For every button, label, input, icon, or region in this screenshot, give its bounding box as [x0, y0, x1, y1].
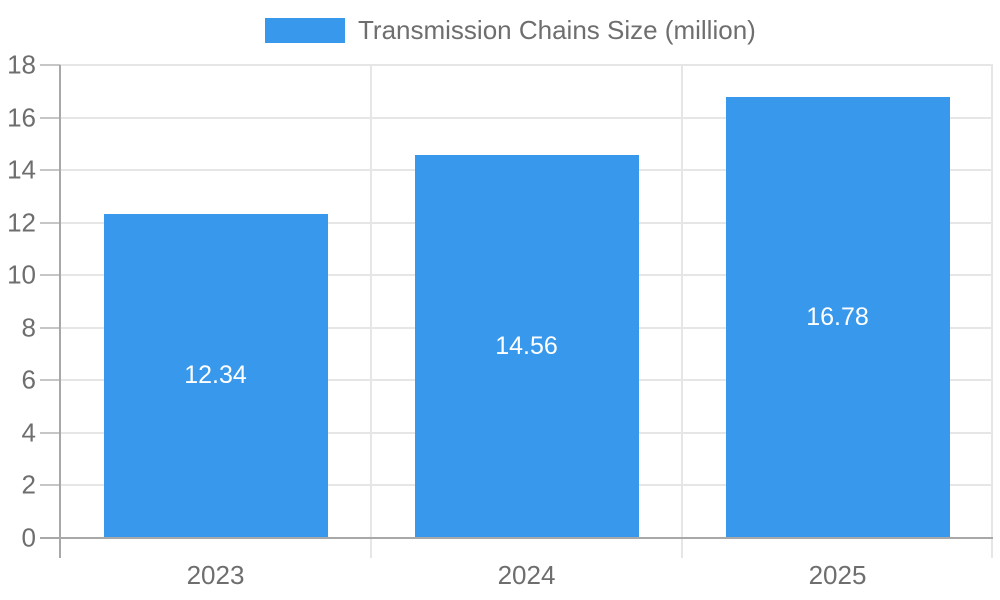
y-tick-mark [40, 431, 60, 434]
y-tick-label: 4 [21, 417, 36, 448]
bar-value-label: 14.56 [495, 332, 558, 361]
y-tick-label: 6 [21, 364, 36, 395]
y-tick-mark [40, 484, 60, 487]
y-tick-mark [40, 274, 60, 277]
chart-legend[interactable]: Transmission Chains Size (million) [265, 14, 756, 46]
y-tick-label: 16 [7, 102, 36, 133]
legend-swatch [265, 17, 345, 43]
x-tick-label-2025: 2025 [808, 560, 867, 590]
bar-value-label: 16.78 [806, 303, 869, 332]
category-gridline [681, 65, 683, 558]
legend-label: Transmission Chains Size (million) [358, 15, 756, 45]
y-gridline [60, 64, 993, 66]
x-axis-line [40, 537, 993, 539]
y-tick-mark [40, 169, 60, 172]
category-gridline [370, 65, 372, 558]
y-axis-line [59, 65, 61, 558]
bar-2024[interactable]: 14.56 [414, 155, 639, 538]
y-tick-label: 8 [21, 312, 36, 343]
plot-right-border [991, 65, 993, 558]
y-tick-label: 10 [7, 259, 36, 290]
y-tick-mark [40, 221, 60, 224]
bar-2023[interactable]: 12.34 [103, 213, 328, 538]
y-tick-label: 12 [7, 207, 36, 238]
y-tick-label: 14 [7, 154, 36, 185]
x-tick-label-2024: 2024 [497, 560, 556, 590]
y-tick-mark [40, 326, 60, 329]
y-tick-mark [40, 379, 60, 382]
y-tick-mark [40, 64, 60, 66]
y-gridline [60, 116, 993, 119]
y-tick-label: 0 [21, 522, 36, 553]
bar-value-label: 12.34 [184, 361, 247, 390]
y-tick-label: 2 [21, 469, 36, 500]
y-tick-label: 18 [7, 49, 36, 80]
bar-2025[interactable]: 16.78 [725, 97, 950, 538]
x-tick-label-2023: 2023 [186, 560, 245, 590]
y-tick-mark [40, 116, 60, 119]
